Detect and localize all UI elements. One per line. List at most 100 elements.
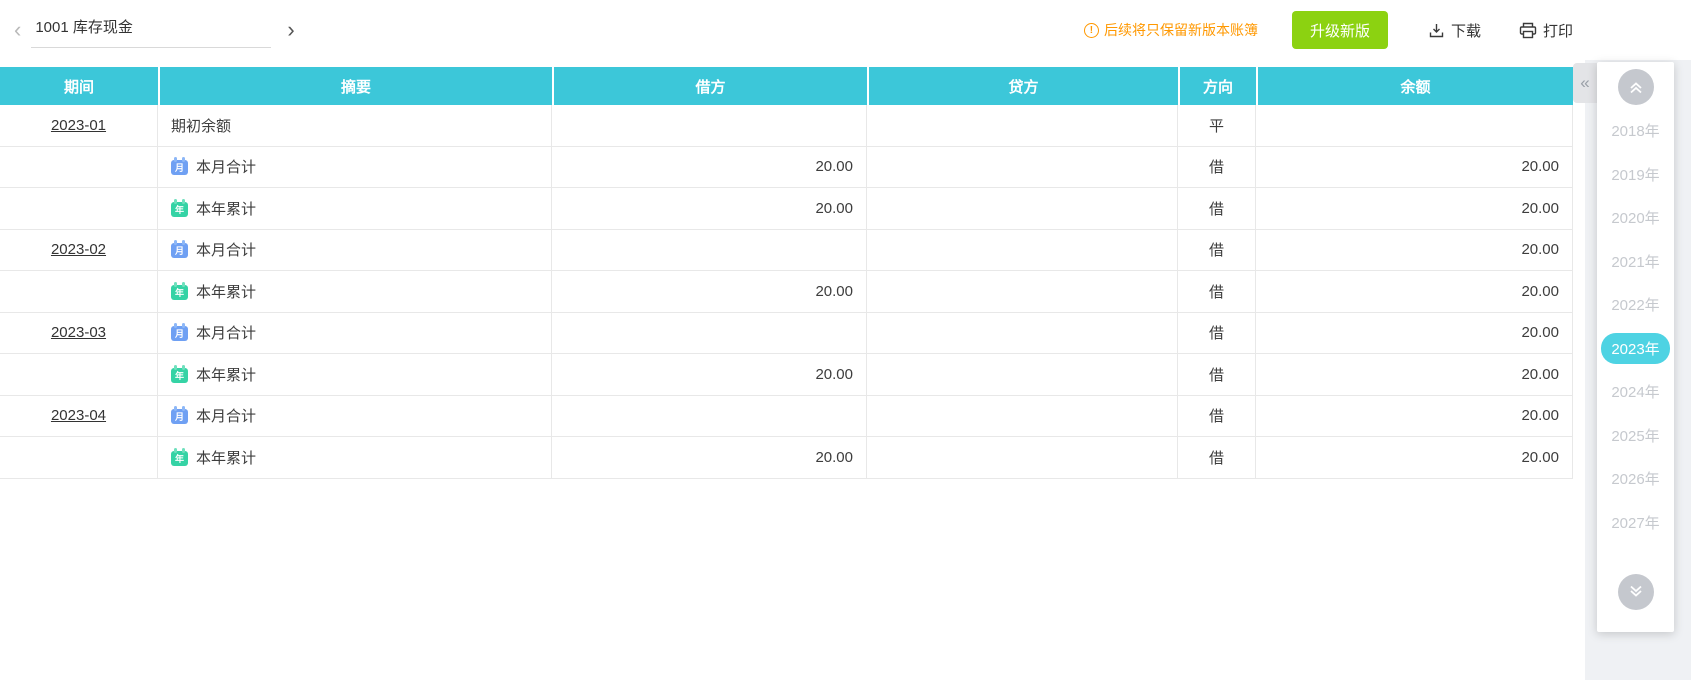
summary-text: 本年累计 (196, 366, 257, 384)
double-chevron-down-icon (1629, 585, 1642, 597)
period-cell: 2023-01 (0, 105, 158, 146)
collapse-icon: « (1580, 73, 1590, 92)
year-list: 2018年 2019年 2020年 2021年 2022年 2023年 2024年 2025年… (1601, 109, 1670, 545)
year-label: 2019年 (1611, 166, 1660, 184)
main-area: 期间 摘要 借方 贷方 方向 余额 2023-01 期初余额平月本月合计 20.00 借 20.0… (0, 60, 1691, 680)
table-row: 2023-04 月本月合计 借 20.00 (0, 395, 1573, 437)
year-label: 2027年 (1611, 514, 1660, 532)
balance-cell: 20.00 (1256, 354, 1573, 395)
summary-text: 本月合计 (196, 325, 257, 343)
ledger-table: 期间 摘要 借方 贷方 方向 余额 2023-01 期初余额平月本月合计 20.00 借 20.0… (0, 67, 1573, 479)
year-label: 2025年 (1611, 427, 1660, 445)
printer-icon (1519, 22, 1537, 38)
debit-cell (552, 312, 867, 353)
table-body: 2023-01 期初余额平月本月合计 20.00 借 20.00 年本年累计 20.00 借 2… (0, 105, 1573, 479)
year-label: 2021年 (1611, 253, 1660, 271)
year-item-2018[interactable]: 2018年 (1611, 109, 1659, 153)
debit-cell (552, 105, 867, 146)
year-item-2021[interactable]: 2021年 (1611, 240, 1659, 284)
year-calendar-icon: 年 (171, 447, 188, 466)
debit-cell: 20.00 (552, 437, 867, 478)
balance-cell: 20.00 (1256, 437, 1573, 478)
year-label: 2018年 (1611, 123, 1660, 141)
year-item-2023[interactable]: 2023年 (1601, 327, 1670, 371)
balance-cell: 20.00 (1256, 146, 1573, 187)
summary-cell: 月本月合计 (158, 229, 552, 270)
period-link[interactable]: 2023-01 (50, 116, 107, 134)
year-calendar-icon: 年 (171, 364, 188, 383)
period-cell: 2023-03 (0, 312, 158, 353)
credit-cell (867, 354, 1178, 395)
forward-chevron-icon[interactable]: › (287, 17, 295, 42)
month-calendar-icon: 月 (171, 323, 188, 342)
period-cell: 2023-02 (0, 229, 158, 270)
direction-cell: 借 (1178, 188, 1256, 229)
warning-circle-icon: ! (1083, 22, 1099, 38)
period-cell (0, 146, 158, 187)
summary-text: 本月合计 (196, 408, 257, 426)
table-row: 2023-02 月本月合计 借 20.00 (0, 229, 1573, 271)
year-calendar-icon: 年 (171, 281, 188, 300)
year-item-2025[interactable]: 2025年 (1611, 414, 1659, 458)
direction-cell: 借 (1178, 229, 1256, 270)
column-header-3: 贷方 (867, 67, 1178, 105)
account-title: 1001 库存现金 (35, 19, 133, 36)
year-label: 2024年 (1611, 384, 1660, 402)
double-chevron-up-icon (1629, 82, 1642, 94)
scroll-years-up-button[interactable] (1617, 69, 1654, 105)
summary-text: 期初余额 (171, 117, 232, 135)
period-cell (0, 354, 158, 395)
version-warning: ! 后续将只保留新版本账簿 (1083, 20, 1258, 40)
year-item-2020[interactable]: 2020年 (1611, 196, 1659, 240)
period-cell (0, 188, 158, 229)
summary-text: 本年累计 (196, 283, 257, 301)
direction-cell: 平 (1178, 105, 1256, 146)
back-chevron-icon[interactable]: ‹ (14, 17, 22, 42)
table-header-row: 期间 摘要 借方 贷方 方向 余额 (0, 67, 1573, 105)
direction-cell: 借 (1178, 354, 1256, 395)
period-cell (0, 271, 158, 312)
year-label: 2022年 (1611, 297, 1660, 315)
year-item-2024[interactable]: 2024年 (1611, 370, 1659, 414)
upgrade-button[interactable]: 升级新版 (1291, 11, 1388, 49)
summary-cell: 期初余额 (158, 105, 552, 146)
credit-cell (867, 188, 1178, 229)
direction-cell: 借 (1178, 437, 1256, 478)
summary-text: 本月合计 (196, 159, 257, 177)
period-cell: 2023-04 (0, 395, 158, 436)
period-link[interactable]: 2023-03 (50, 324, 107, 342)
balance-cell: 20.00 (1256, 395, 1573, 436)
summary-text: 本年累计 (196, 200, 257, 218)
download-button[interactable]: 下载 (1428, 20, 1481, 41)
balance-cell (1256, 105, 1573, 146)
print-button[interactable]: 打印 (1519, 20, 1573, 41)
year-item-2026[interactable]: 2026年 (1611, 457, 1659, 501)
table-row: 2023-03 月本月合计 借 20.00 (0, 312, 1573, 354)
month-calendar-icon: 月 (171, 240, 188, 259)
scroll-years-down-button[interactable] (1617, 574, 1654, 610)
year-calendar-icon: 年 (171, 198, 188, 217)
period-link[interactable]: 2023-04 (50, 407, 107, 425)
debit-cell (552, 395, 867, 436)
summary-cell: 月本月合计 (158, 395, 552, 436)
year-item-2027[interactable]: 2027年 (1611, 501, 1659, 545)
credit-cell (867, 395, 1178, 436)
period-cell (0, 437, 158, 478)
table-row: 年本年累计 20.00 借 20.00 (0, 354, 1573, 396)
table-row: 2023-01 期初余额 平 (0, 105, 1573, 147)
column-header-2: 借方 (552, 67, 867, 105)
summary-cell: 年本年累计 (158, 271, 552, 312)
year-item-2022[interactable]: 2022年 (1611, 283, 1659, 327)
account-selector[interactable]: 1001 库存现金 (31, 0, 272, 48)
credit-cell (867, 105, 1178, 146)
download-icon (1429, 23, 1444, 37)
collapse-sidebar-tab[interactable]: « (1573, 63, 1597, 103)
debit-cell (552, 229, 867, 270)
balance-cell: 20.00 (1256, 229, 1573, 270)
column-header-5: 余额 (1256, 67, 1573, 105)
year-label: 2020年 (1611, 210, 1660, 228)
period-link[interactable]: 2023-02 (50, 241, 107, 259)
year-item-2019[interactable]: 2019年 (1611, 153, 1659, 197)
summary-text: 本年累计 (196, 449, 257, 467)
